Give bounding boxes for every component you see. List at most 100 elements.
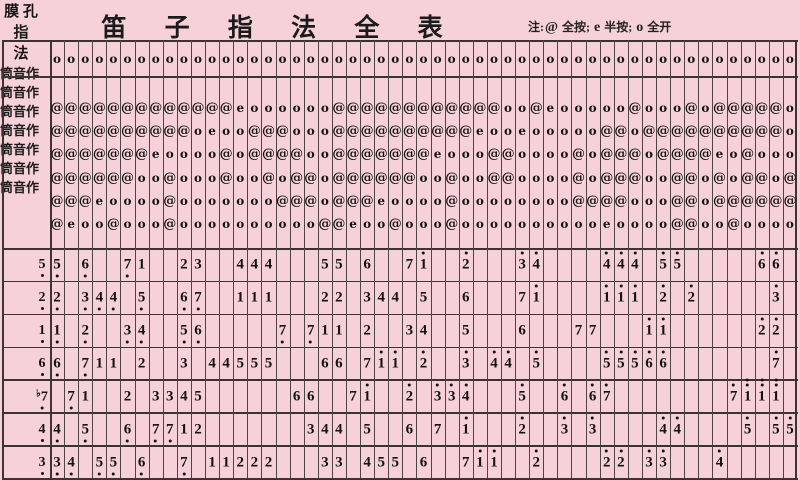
fingering-cell: @ (135, 146, 149, 162)
fingering-cell: @ (741, 170, 755, 186)
note-number: 1 (532, 289, 541, 306)
fingering-cell: o (222, 217, 231, 231)
note-cell: 2 (462, 251, 470, 273)
fingering-cell: o (546, 217, 555, 231)
fingering-cell: @ (332, 216, 346, 232)
fingering-cell: o (518, 147, 527, 162)
high-octave-dot (746, 383, 750, 387)
note-cell: 4 (265, 257, 273, 273)
fingering-cell: @ (332, 193, 346, 209)
low-octave-dot (97, 472, 101, 476)
fingering-cell: o (264, 193, 273, 208)
fingering-cell: e (546, 101, 555, 115)
membrane-cell: o (560, 52, 569, 66)
high-octave-dot (633, 350, 637, 354)
note-number: 6 (180, 289, 188, 306)
column-divider (402, 40, 404, 478)
note-number: 5 (786, 421, 794, 438)
note-number: 6 (560, 388, 569, 405)
fingering-cell: o (475, 217, 484, 231)
note-number: 3 (560, 421, 569, 438)
fingering-cell: @ (628, 146, 642, 162)
note-cell: 7 (307, 323, 314, 344)
note-cell: 1 (265, 290, 273, 306)
fingering-cell: o (236, 193, 245, 208)
note-number: 5 (391, 454, 400, 471)
fingering-cell: o (461, 193, 470, 208)
low-octave-dot (168, 439, 172, 443)
membrane-cell: o (518, 52, 527, 66)
note-number: 4 (95, 289, 104, 306)
note-cell: 1 (81, 389, 89, 404)
fingering-cell: @ (121, 123, 135, 139)
fingering-cell: o (306, 101, 315, 115)
membrane-cell: o (109, 52, 118, 66)
column-divider (782, 40, 784, 478)
fingering-cell: @ (402, 100, 416, 116)
fingering-cell: o (518, 193, 527, 208)
fingering-cell: @ (727, 216, 741, 232)
fingering-cell: o (546, 170, 555, 185)
fingering-cell: @ (219, 100, 233, 116)
fingering-cell: o (616, 217, 625, 231)
note-cell: 6 (645, 350, 653, 372)
note-cell: 2 (518, 416, 526, 437)
fingering-cell: @ (50, 170, 64, 186)
note-number: 3 (123, 322, 132, 339)
low-octave-dot (83, 274, 87, 278)
membrane-cell: o (349, 52, 358, 66)
fingering-cell: e (377, 193, 386, 208)
note-cell: 2 (533, 449, 540, 470)
high-octave-dot (774, 378, 778, 382)
fingering-cell: @ (445, 123, 459, 139)
fingering-cell: o (532, 193, 541, 208)
high-octave-dot (647, 317, 651, 321)
column-divider (458, 40, 460, 478)
fingering-cell: o (236, 147, 245, 162)
fingering-cell: @ (600, 146, 614, 162)
column-divider (360, 40, 362, 478)
note-cell: 7 (575, 323, 583, 339)
note-cell: 3 (434, 383, 441, 404)
fingering-cell: @ (755, 193, 769, 209)
note-number: 3 (194, 256, 202, 273)
note-cell: 6 (180, 289, 188, 311)
membrane-cell: o (250, 52, 259, 66)
note-number: 5 (38, 257, 46, 273)
fingering-cell: @ (332, 170, 346, 186)
fingering-cell: @ (332, 123, 346, 139)
fingering-cell: @ (121, 146, 135, 162)
low-octave-dot (83, 307, 87, 311)
membrane-cell: o (264, 52, 273, 66)
note-number: 5 (419, 289, 428, 306)
note-cell: 2 (194, 422, 202, 437)
note-number: 6 (38, 356, 46, 371)
fingering-cell: @ (360, 146, 374, 162)
note-number: 2 (602, 454, 611, 471)
high-octave-dot (520, 416, 524, 420)
note-cell: 2 (138, 356, 146, 372)
note-number: 6 (518, 322, 526, 339)
fingering-cell: @ (417, 100, 430, 116)
membrane-cell: o (489, 52, 498, 66)
high-octave-dot (506, 350, 510, 354)
note-cell: 4 (716, 449, 723, 470)
note-cell: 3 (772, 284, 780, 306)
fingering-cell: o (574, 217, 583, 231)
note-number: 2 (38, 290, 46, 306)
fingering-cell: o (546, 193, 555, 208)
note-cell: 3 (166, 389, 174, 404)
fingering-cell: @ (684, 216, 698, 232)
column-divider (134, 40, 136, 478)
low-octave-dot (83, 340, 87, 344)
note-cell: 1 (462, 416, 470, 437)
high-octave-dot (717, 449, 721, 453)
note-number: 4 (137, 322, 146, 339)
note-cell: 1 (208, 455, 216, 470)
note-cell: 7 (152, 422, 159, 443)
fingering-cell: o (489, 124, 498, 139)
note-number: 1 (335, 322, 343, 339)
fingering-cell: @ (261, 146, 275, 162)
low-octave-dot (97, 307, 101, 311)
note-number: 3 (462, 355, 470, 372)
